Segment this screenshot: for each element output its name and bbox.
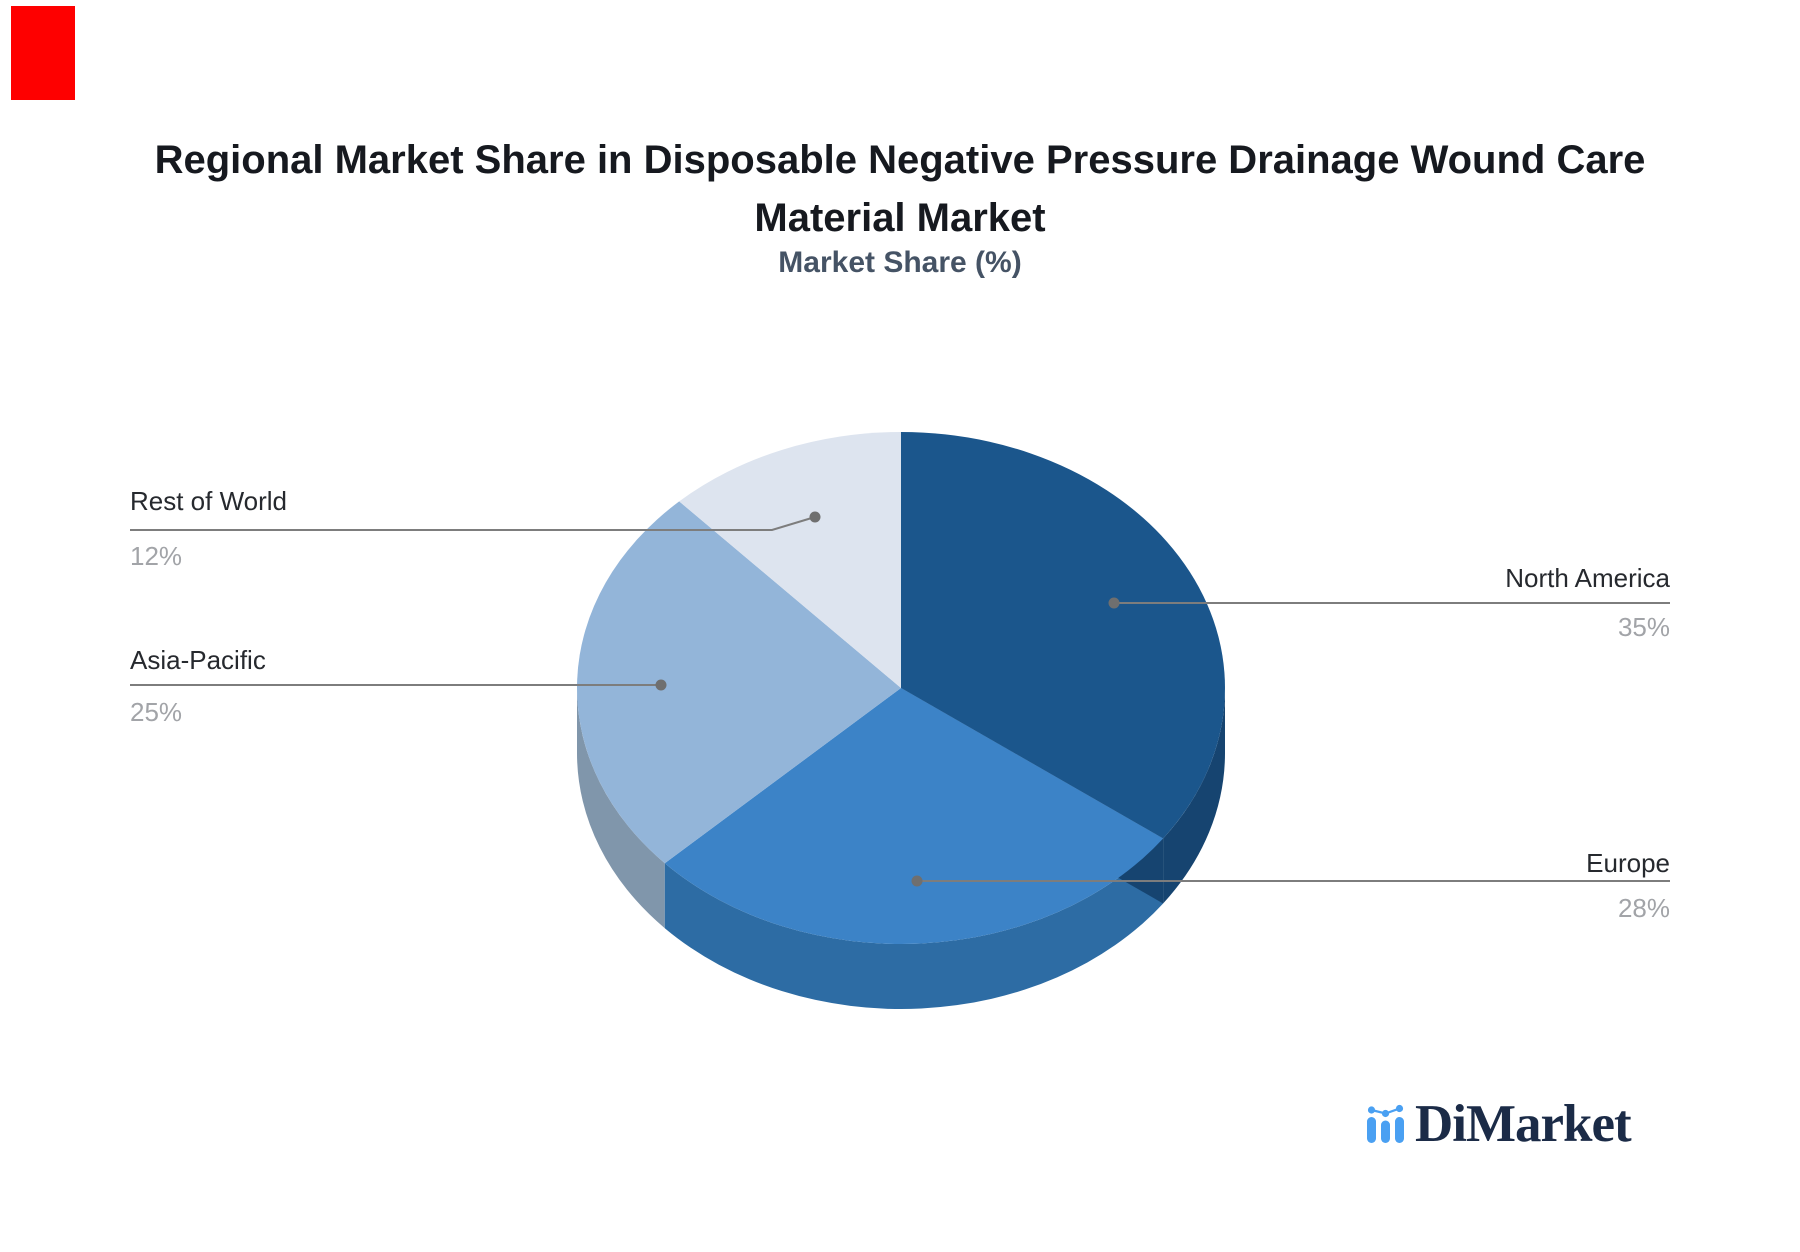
pie-slice-rest-of-world — [679, 432, 901, 688]
logo-dot — [1381, 1109, 1390, 1118]
leader-dot — [911, 875, 923, 887]
slice-label-value: 28% — [1617, 893, 1670, 923]
logo-bar-chart-icon — [1367, 1104, 1404, 1143]
pie-slice-north-america — [901, 432, 1225, 839]
slice-label-name: Europe — [1586, 848, 1670, 878]
logo-bar — [1395, 1117, 1404, 1143]
pie-side-north-america — [1163, 688, 1225, 904]
red-corner-marker — [11, 6, 75, 100]
leader-dot — [809, 511, 821, 523]
slice-label-name: Asia-Pacific — [130, 645, 266, 675]
slice-label-value: 35% — [1617, 612, 1670, 642]
slice-label-value: 25% — [130, 697, 183, 727]
chart-subtitle: Market Share (%) — [778, 246, 1022, 279]
logo-bar — [1367, 1117, 1376, 1143]
chart-title-line2: Material Market — [754, 196, 1046, 240]
logo-dot — [1395, 1104, 1404, 1113]
slice-label-name: Rest of World — [130, 486, 288, 516]
logo-bar — [1381, 1120, 1390, 1143]
pie-slice-europe — [664, 688, 1164, 944]
slice-label-value: 12% — [130, 541, 183, 571]
slice-label-name: North America — [1505, 563, 1670, 593]
leader-dot — [1108, 597, 1120, 609]
logo-text: DiMarket — [1415, 1095, 1632, 1153]
chart-title-line1: Regional Market Share in Disposable Nega… — [154, 138, 1646, 182]
pie-side-europe — [664, 838, 1164, 1009]
pie-slice-asia-pacific — [576, 501, 901, 864]
pie-side-asia-pacific — [577, 688, 665, 929]
leader-dot — [655, 679, 667, 691]
leader-line — [130, 516, 816, 531]
logo-dot — [1367, 1106, 1376, 1114]
